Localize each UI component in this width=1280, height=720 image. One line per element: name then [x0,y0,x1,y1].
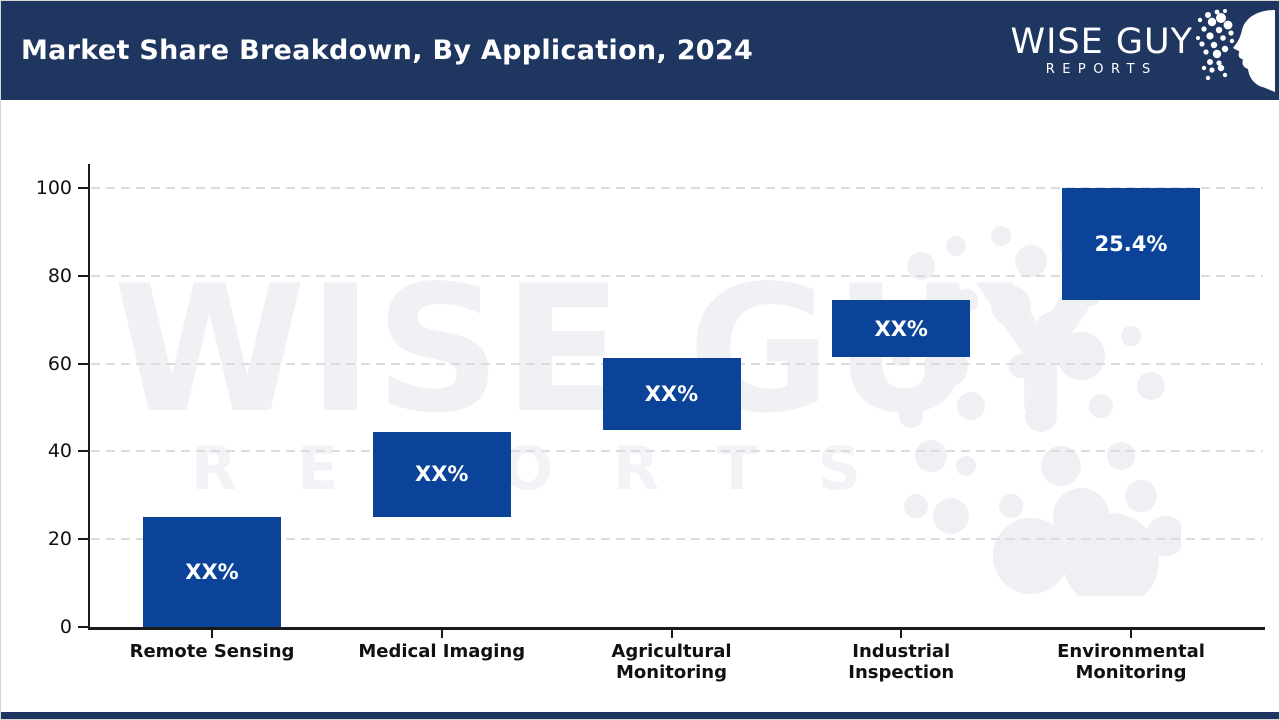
y-axis-line [88,164,90,630]
y-tick-mark [78,362,88,365]
x-category-label: Agricultural Monitoring [611,641,732,683]
bar-4: XX% [832,299,971,358]
bar-value-label: XX% [644,382,699,407]
x-category-label: Industrial Inspection [848,641,955,683]
x-tick-mark [211,630,213,638]
gridline [91,450,1263,453]
x-category-label: Environmental Monitoring [1057,641,1205,683]
y-tick-mark [78,187,88,189]
y-tick-label: 0 [59,616,72,638]
footer-bar [1,712,1279,719]
logo-name-text: WISE GUY [1010,22,1193,63]
y-tick-mark [78,626,88,628]
bar-value-label: XX% [185,560,239,585]
gridline [91,187,1263,189]
bar-value-label: XX% [874,316,928,341]
bar-5: 25.4% [1062,188,1200,300]
y-tick-label: 80 [47,264,72,287]
gridline [91,538,1263,541]
logo-subtitle-text: REPORTS [1045,61,1158,77]
y-tick-label: 20 [47,528,72,551]
y-tick-mark [78,274,88,277]
y-tick-label: 40 [47,440,72,463]
bar-1: XX% [143,517,281,627]
x-tick-mark [440,630,443,638]
bar-3: XX% [602,358,741,430]
watermark-subtitle: REPORTS [191,434,921,504]
y-tick-mark [78,538,88,541]
bar-2: XX% [372,431,511,518]
x-category-label: Medical Imaging [358,641,526,662]
y-tick-label: 60 [47,352,72,375]
gridline [91,274,1263,277]
x-tick-mark [1130,630,1132,638]
y-tick-label: 100 [35,177,72,199]
logo-face-icon [1196,8,1275,92]
bar-value-label: 25.4% [1094,231,1168,256]
x-tick-mark [900,630,903,638]
bar-value-label: XX% [415,462,469,487]
x-category-label: Remote Sensing [129,641,295,662]
x-tick-mark [670,630,673,638]
brand-logo: WISE GUY REPORTS [1010,8,1275,94]
header-bar: Market Share Breakdown, By Application, … [1,1,1279,100]
x-axis-line [88,627,1265,630]
y-tick-mark [78,450,88,453]
logo-wordmark: WISE GUY REPORTS [1010,24,1193,77]
page-title: Market Share Breakdown, By Application, … [21,35,754,66]
